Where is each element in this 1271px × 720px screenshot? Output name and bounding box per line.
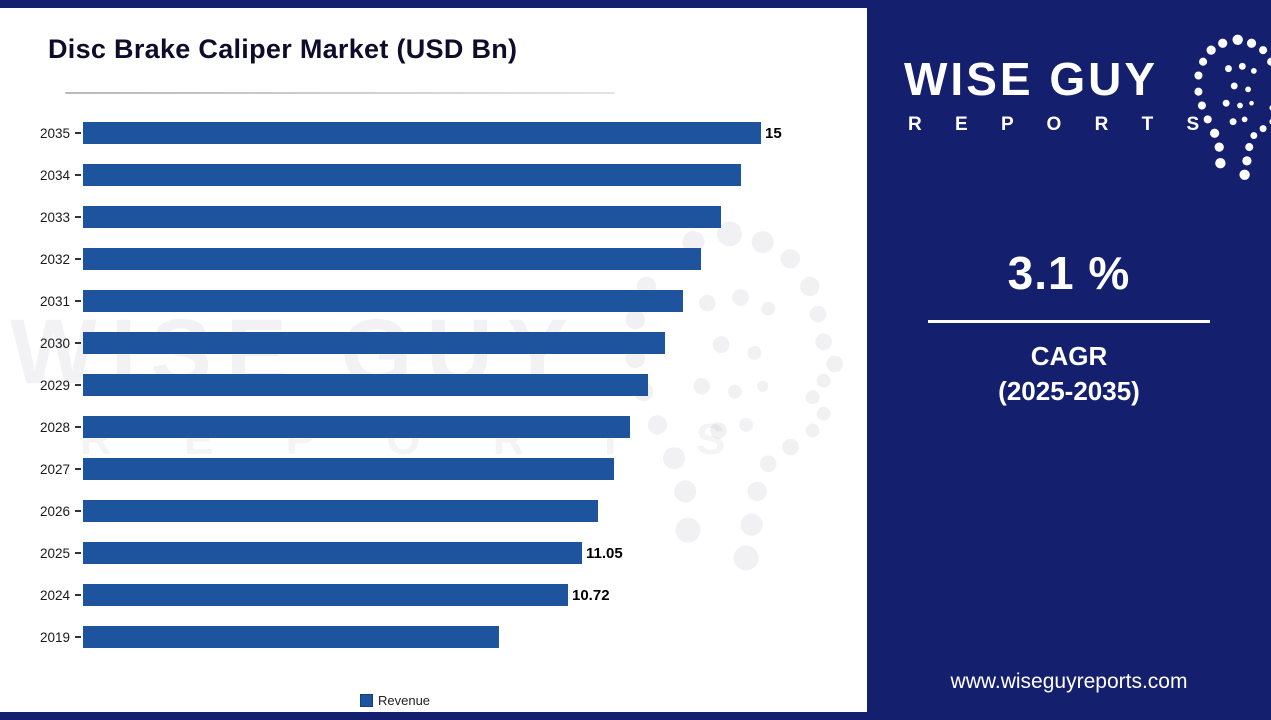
revenue-bar bbox=[83, 332, 665, 354]
revenue-bar bbox=[83, 122, 761, 144]
bar-row: 2032 bbox=[0, 238, 867, 280]
bar-row: 2025 11.05 bbox=[0, 532, 867, 574]
y-axis-tick-mark bbox=[75, 132, 81, 134]
legend-label-revenue: Revenue bbox=[378, 693, 431, 708]
revenue-bar bbox=[83, 584, 568, 606]
y-axis-tick-mark bbox=[75, 510, 81, 512]
logo-subtitle: R E P O R T S bbox=[908, 114, 1214, 135]
chart-title: Disc Brake Caliper Market (USD Bn) bbox=[48, 34, 518, 64]
info-panel: WISE GUY R E P O R T S bbox=[867, 0, 1271, 720]
bar-row: 2028 bbox=[0, 406, 867, 448]
legend: Revenue bbox=[360, 693, 430, 708]
revenue-bar bbox=[83, 500, 598, 522]
y-axis-tick-mark bbox=[75, 552, 81, 554]
bar-value-label: 15 bbox=[765, 124, 782, 142]
revenue-bar bbox=[83, 542, 582, 564]
revenue-bar bbox=[83, 416, 630, 438]
bar-rows: 2035 15 2034 2033 2032 2031 2030 2029 2028 2027 20… bbox=[0, 112, 867, 658]
y-axis-tick-mark bbox=[75, 300, 81, 302]
revenue-bar bbox=[83, 626, 499, 648]
chart-panel: WISE GUY R E P O R T S bbox=[0, 0, 867, 720]
y-axis-tick-mark bbox=[75, 216, 81, 218]
y-axis-tick-label: 2031 bbox=[39, 293, 70, 309]
cagr-block: 3.1 % CAGR (2025-2035) bbox=[867, 246, 1271, 407]
y-axis-tick-mark bbox=[75, 594, 81, 596]
y-axis-tick-label: 2030 bbox=[39, 335, 70, 351]
revenue-bar bbox=[83, 248, 701, 270]
y-axis-tick-mark bbox=[75, 384, 81, 386]
revenue-bar bbox=[83, 164, 741, 186]
y-axis-tick-mark bbox=[75, 636, 81, 638]
bar-row: 2033 bbox=[0, 196, 867, 238]
logo: WISE GUY R E P O R T S bbox=[904, 34, 1271, 180]
y-axis-tick-mark bbox=[75, 258, 81, 260]
y-axis-tick-label: 2025 bbox=[39, 545, 70, 561]
y-axis-tick-mark bbox=[75, 468, 81, 470]
y-axis-tick-label: 2019 bbox=[39, 629, 70, 645]
bar-row: 2026 bbox=[0, 490, 867, 532]
y-axis-tick-label: 2035 bbox=[39, 125, 70, 141]
y-axis-tick-label: 2028 bbox=[39, 419, 70, 435]
bar-row: 2031 bbox=[0, 280, 867, 322]
y-axis-tick-label: 2029 bbox=[39, 377, 70, 393]
cagr-value: 3.1 % bbox=[1007, 247, 1131, 299]
y-axis-tick-mark bbox=[75, 426, 81, 428]
legend-swatch-revenue bbox=[360, 694, 373, 707]
title-divider bbox=[65, 92, 615, 94]
website-url: www.wiseguyreports.com bbox=[950, 670, 1188, 693]
revenue-bar bbox=[83, 458, 614, 480]
y-axis-tick-mark bbox=[75, 174, 81, 176]
revenue-bar bbox=[83, 374, 648, 396]
y-axis-tick-label: 2032 bbox=[39, 251, 70, 267]
top-accent-bar bbox=[0, 0, 867, 8]
logo-wordmark: WISE GUY bbox=[904, 53, 1159, 105]
revenue-bar bbox=[83, 206, 721, 228]
bar-row: 2024 10.72 bbox=[0, 574, 867, 616]
bar-value-label: 10.72 bbox=[572, 586, 610, 604]
y-axis-tick-mark bbox=[75, 342, 81, 344]
y-axis-tick-label: 2026 bbox=[39, 503, 70, 519]
cagr-divider bbox=[928, 320, 1210, 323]
bar-value-label: 11.05 bbox=[586, 544, 623, 562]
y-axis-tick-label: 2027 bbox=[39, 461, 70, 477]
bar-row: 2027 bbox=[0, 448, 867, 490]
bar-row: 2034 bbox=[0, 154, 867, 196]
bar-row: 2029 bbox=[0, 364, 867, 406]
y-axis-tick-label: 2024 bbox=[39, 587, 70, 603]
logo-head-silhouette-icon bbox=[1194, 34, 1271, 180]
bar-row: 2035 15 bbox=[0, 112, 867, 154]
y-axis-tick-label: 2033 bbox=[39, 209, 70, 225]
y-axis-tick-label: 2034 bbox=[39, 167, 70, 183]
bar-row: 2019 bbox=[0, 616, 867, 658]
bar-row: 2030 bbox=[0, 322, 867, 364]
cagr-label: CAGR bbox=[1030, 341, 1108, 371]
cagr-range: (2025-2035) bbox=[998, 376, 1140, 406]
bottom-accent-bar bbox=[0, 712, 867, 720]
revenue-bar bbox=[83, 290, 683, 312]
